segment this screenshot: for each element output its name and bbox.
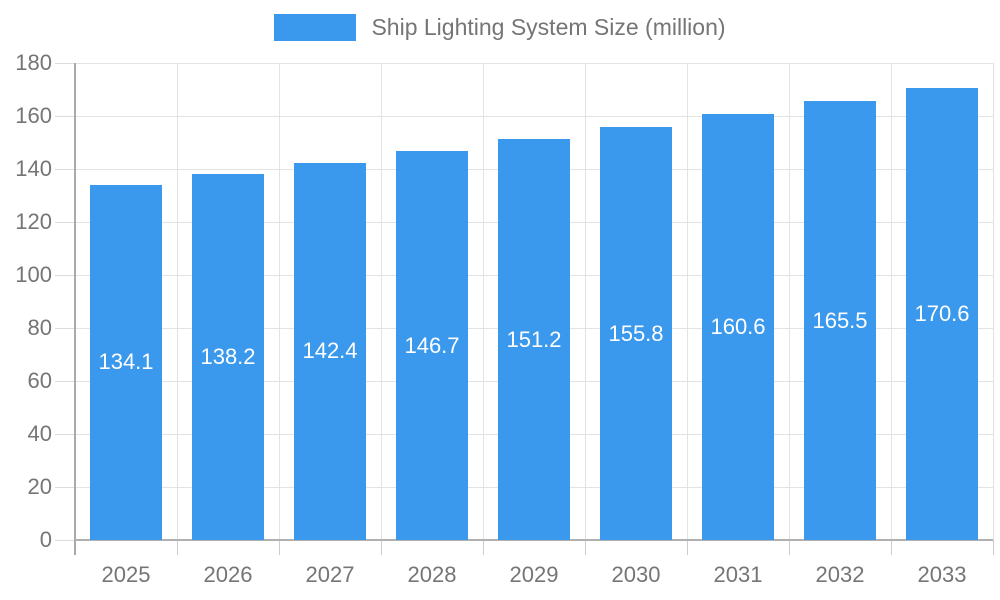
y-tick-label: 60 <box>27 368 52 393</box>
y-tick <box>55 539 75 541</box>
bar-value-label: 146.7 <box>404 332 460 358</box>
y-tick <box>55 221 75 223</box>
x-tick <box>788 540 790 555</box>
bar-value-label: 142.4 <box>302 338 358 364</box>
y-tick <box>55 168 75 170</box>
v-gridline <box>482 63 484 540</box>
y-tick <box>55 486 75 488</box>
bar[interactable]: 160.6 <box>702 114 774 540</box>
y-axis-line <box>74 63 76 555</box>
x-tick-label: 2029 <box>509 562 559 587</box>
y-tick-label: 180 <box>15 50 52 75</box>
x-tick-label: 2025 <box>101 562 151 587</box>
legend[interactable]: Ship Lighting System Size (million) <box>0 14 1000 41</box>
v-gridline <box>176 63 178 540</box>
x-tick-label: 2031 <box>713 562 763 587</box>
y-tick-label: 120 <box>15 209 52 234</box>
y-tick-label: 160 <box>15 103 52 128</box>
y-tick <box>55 115 75 117</box>
x-tick <box>890 540 892 555</box>
bar-value-label: 165.5 <box>812 307 868 333</box>
v-gridline <box>890 63 892 540</box>
y-tick <box>55 62 75 64</box>
v-gridline <box>278 63 280 540</box>
x-tick <box>380 540 382 555</box>
y-tick <box>55 433 75 435</box>
x-tick <box>686 540 688 555</box>
x-tick <box>584 540 586 555</box>
bar-value-label: 155.8 <box>608 320 664 346</box>
bar-value-label: 134.1 <box>98 349 154 375</box>
v-gridline <box>788 63 790 540</box>
bar-value-label: 170.6 <box>914 300 970 326</box>
y-tick-label: 40 <box>27 421 52 446</box>
x-tick-label: 2032 <box>815 562 865 587</box>
x-tick-label: 2030 <box>611 562 661 587</box>
y-tick <box>55 274 75 276</box>
x-tick-label: 2026 <box>203 562 253 587</box>
x-tick-label: 2033 <box>917 562 967 587</box>
x-axis-baseline <box>75 539 993 541</box>
v-gridline <box>584 63 586 540</box>
v-gridline <box>992 63 994 540</box>
bar-value-label: 151.2 <box>506 326 562 352</box>
bar[interactable]: 138.2 <box>192 173 264 540</box>
bar[interactable]: 155.8 <box>600 127 672 540</box>
y-tick-label: 20 <box>27 474 52 499</box>
x-tick <box>482 540 484 555</box>
y-tick <box>55 327 75 329</box>
bar[interactable]: 134.1 <box>90 184 162 540</box>
bar-value-label: 160.6 <box>710 314 766 340</box>
y-tick-label: 80 <box>27 315 52 340</box>
v-gridline <box>380 63 382 540</box>
bar[interactable]: 146.7 <box>396 151 468 540</box>
h-gridline <box>75 62 993 64</box>
bar[interactable]: 151.2 <box>498 139 570 540</box>
bar-value-label: 138.2 <box>200 343 256 369</box>
bar[interactable]: 165.5 <box>804 101 876 540</box>
bar[interactable]: 142.4 <box>294 162 366 540</box>
x-tick <box>176 540 178 555</box>
legend-label: Ship Lighting System Size (million) <box>371 14 726 40</box>
y-tick <box>55 380 75 382</box>
y-tick-label: 100 <box>15 262 52 287</box>
h-gridline <box>75 115 993 117</box>
legend-swatch <box>274 14 357 41</box>
x-tick <box>992 540 994 555</box>
x-tick <box>278 540 280 555</box>
bar[interactable]: 170.6 <box>906 87 978 540</box>
y-tick-label: 0 <box>39 527 52 552</box>
x-tick-label: 2027 <box>305 562 355 587</box>
y-tick-label: 140 <box>15 156 52 181</box>
v-gridline <box>686 63 688 540</box>
x-tick-label: 2028 <box>407 562 457 587</box>
